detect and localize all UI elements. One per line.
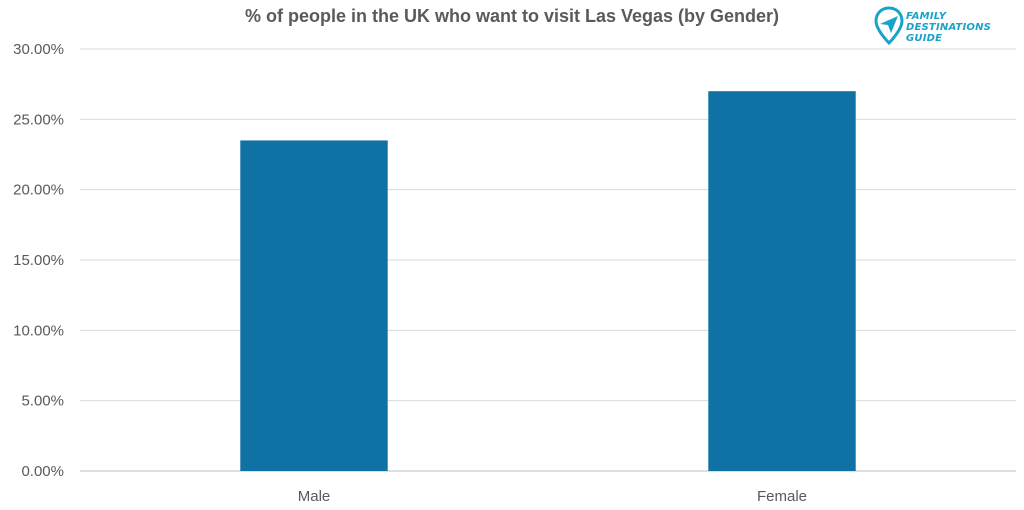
y-tick-label: 20.00% <box>13 182 64 199</box>
x-axis-tick-labels: Male Female <box>298 488 807 505</box>
bar-female <box>708 91 856 471</box>
x-tick-label: Female <box>757 488 807 505</box>
y-tick-label: 15.00% <box>13 252 64 269</box>
y-tick-label: 5.00% <box>21 393 64 410</box>
y-tick-label: 25.00% <box>13 111 64 128</box>
y-tick-label: 0.00% <box>21 463 64 480</box>
map-pin-icon <box>874 6 904 46</box>
family-destinations-guide-logo: FAMILY DESTINATIONS GUIDE <box>874 6 1014 50</box>
logo-line-3: GUIDE <box>906 33 943 44</box>
logo-line-1: FAMILY <box>906 11 947 22</box>
chart-title: % of people in the UK who want to visit … <box>244 6 780 26</box>
grid-lines <box>80 48 1016 472</box>
logo-line-2: DESTINATIONS <box>906 22 992 33</box>
bars <box>240 91 856 471</box>
y-tick-label: 30.00% <box>13 41 64 58</box>
bar-male <box>240 140 388 471</box>
y-axis-tick-labels: 0.00% 5.00% 10.00% 15.00% 20.00% 25.00% 30.00% <box>13 41 64 480</box>
y-tick-label: 10.00% <box>13 322 64 339</box>
x-tick-label: Male <box>298 488 331 505</box>
